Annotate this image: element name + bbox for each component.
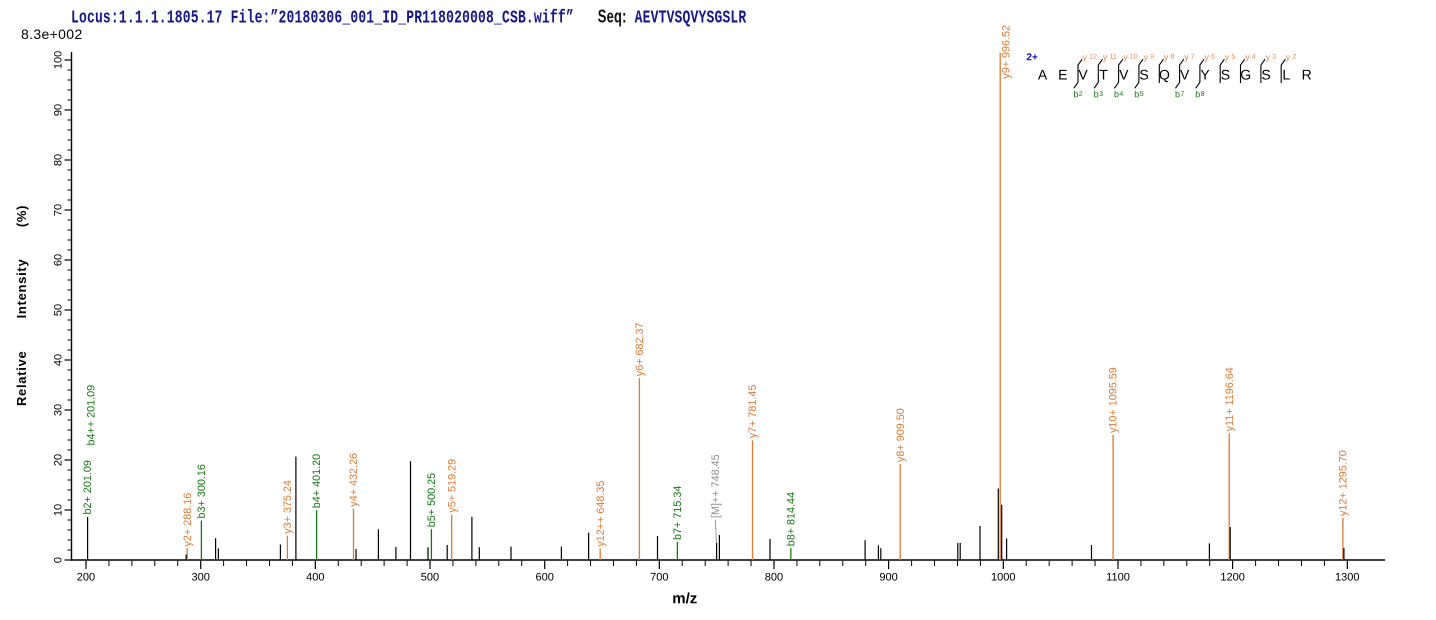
svg-text:200: 200: [77, 571, 95, 583]
svg-text:600: 600: [536, 571, 554, 583]
svg-text:y6+ 682.37: y6+ 682.37: [634, 322, 646, 376]
svg-text:b3+ 300.16: b3+ 300.16: [196, 464, 208, 518]
svg-text:b: b: [1175, 89, 1180, 99]
svg-text:S: S: [1139, 66, 1148, 82]
svg-text:1000: 1000: [991, 571, 1015, 583]
svg-text:y: y: [1143, 52, 1148, 62]
svg-text:Q: Q: [1159, 66, 1170, 82]
svg-text:400: 400: [306, 571, 324, 583]
svg-text:y5+ 519.29: y5+ 519.29: [446, 459, 458, 513]
svg-text:y2+ 288.16: y2+ 288.16: [182, 493, 194, 547]
svg-text:y12++ 648.35: y12++ 648.35: [595, 481, 607, 547]
svg-text:10: 10: [53, 504, 65, 516]
svg-text:1300: 1300: [1335, 571, 1359, 583]
svg-text:A: A: [1038, 66, 1048, 82]
svg-text:20: 20: [53, 454, 65, 466]
svg-text:70: 70: [53, 204, 65, 216]
svg-text:b: b: [1094, 89, 1099, 99]
svg-text:(%): (%): [14, 205, 29, 227]
svg-text:b5+ 500.25: b5+ 500.25: [426, 473, 438, 527]
svg-text:5: 5: [1140, 91, 1144, 98]
svg-text:60: 60: [53, 254, 65, 266]
svg-text:40: 40: [53, 354, 65, 366]
svg-text:y9+ 996.52: y9+ 996.52: [1001, 25, 1013, 79]
svg-text:R: R: [1302, 66, 1312, 82]
svg-text:4: 4: [1119, 91, 1123, 98]
svg-text:500: 500: [421, 571, 439, 583]
svg-text:8: 8: [1201, 91, 1205, 98]
svg-text:90: 90: [53, 104, 65, 116]
svg-text:80: 80: [53, 154, 65, 166]
svg-text:b: b: [1134, 89, 1139, 99]
svg-text:b4++ 201.09: b4++ 201.09: [86, 385, 98, 446]
svg-text:T: T: [1099, 66, 1108, 82]
svg-text:0: 0: [53, 557, 65, 563]
svg-text:4: 4: [1252, 54, 1256, 61]
svg-text:1200: 1200: [1220, 571, 1244, 583]
svg-text:2: 2: [1292, 54, 1296, 61]
svg-text:9: 9: [1150, 54, 1154, 61]
svg-text:[M]++ 748.45: [M]++ 748.45: [710, 454, 722, 518]
svg-text:100: 100: [53, 51, 65, 69]
svg-text:G: G: [1240, 66, 1251, 82]
svg-text:V: V: [1180, 66, 1190, 82]
svg-text:2+: 2+: [1026, 52, 1038, 63]
svg-text:10: 10: [1130, 54, 1138, 61]
svg-text:y: y: [1184, 52, 1189, 62]
svg-text:y10+ 1095.59: y10+ 1095.59: [1108, 367, 1120, 433]
svg-text:30: 30: [53, 404, 65, 416]
svg-text:1100: 1100: [1106, 571, 1130, 583]
svg-text:800: 800: [765, 571, 783, 583]
svg-text:y: y: [1103, 52, 1108, 62]
svg-text:b: b: [1114, 89, 1119, 99]
svg-text:Relative: Relative: [14, 351, 29, 406]
svg-text:y: y: [1286, 52, 1291, 62]
svg-text:y: y: [1245, 52, 1250, 62]
svg-text:y3+ 375.24: y3+ 375.24: [282, 480, 294, 534]
svg-text:50: 50: [53, 304, 65, 316]
svg-text:b4+ 401.20: b4+ 401.20: [311, 454, 323, 508]
svg-text:y: y: [1123, 52, 1128, 62]
svg-text:V: V: [1078, 66, 1088, 82]
svg-text:b7+ 715.34: b7+ 715.34: [672, 486, 684, 540]
svg-text:S: S: [1221, 66, 1230, 82]
svg-text:b: b: [1195, 89, 1200, 99]
svg-text:5: 5: [1231, 54, 1235, 61]
svg-text:y: y: [1225, 52, 1230, 62]
svg-text:y4+ 432.26: y4+ 432.26: [348, 453, 360, 507]
svg-text:y7+ 781.45: y7+ 781.45: [747, 385, 759, 439]
svg-text:700: 700: [650, 571, 668, 583]
svg-text:L: L: [1282, 66, 1290, 82]
svg-text:3: 3: [1272, 54, 1276, 61]
svg-text:m/z: m/z: [672, 590, 697, 607]
svg-text:Intensity: Intensity: [14, 259, 29, 319]
svg-text:7: 7: [1191, 54, 1195, 61]
svg-text:3: 3: [1099, 91, 1103, 98]
svg-text:y8+ 909.50: y8+ 909.50: [895, 408, 907, 462]
svg-text:b8+ 814.44: b8+ 814.44: [785, 492, 797, 546]
svg-text:y12+ 1295.70: y12+ 1295.70: [1338, 450, 1350, 516]
svg-text:300: 300: [192, 571, 210, 583]
svg-text:8: 8: [1170, 54, 1174, 61]
svg-text:y: y: [1083, 52, 1088, 62]
svg-text:11: 11: [1109, 54, 1116, 61]
svg-text:6: 6: [1211, 54, 1215, 61]
svg-text:900: 900: [879, 571, 897, 583]
svg-text:Y: Y: [1200, 66, 1210, 82]
svg-text:7: 7: [1180, 91, 1184, 98]
svg-text:y11+ 1196.64: y11+ 1196.64: [1224, 367, 1236, 431]
svg-text:E: E: [1058, 66, 1067, 82]
svg-text:S: S: [1261, 66, 1270, 82]
svg-text:y: y: [1204, 52, 1209, 62]
svg-text:V: V: [1119, 66, 1129, 82]
svg-text:b2+ 201.09: b2+ 201.09: [82, 460, 94, 514]
svg-text:y: y: [1265, 52, 1270, 62]
svg-text:2: 2: [1079, 91, 1083, 98]
svg-text:12: 12: [1089, 54, 1097, 61]
svg-text:b: b: [1073, 89, 1078, 99]
svg-text:y: y: [1164, 52, 1169, 62]
